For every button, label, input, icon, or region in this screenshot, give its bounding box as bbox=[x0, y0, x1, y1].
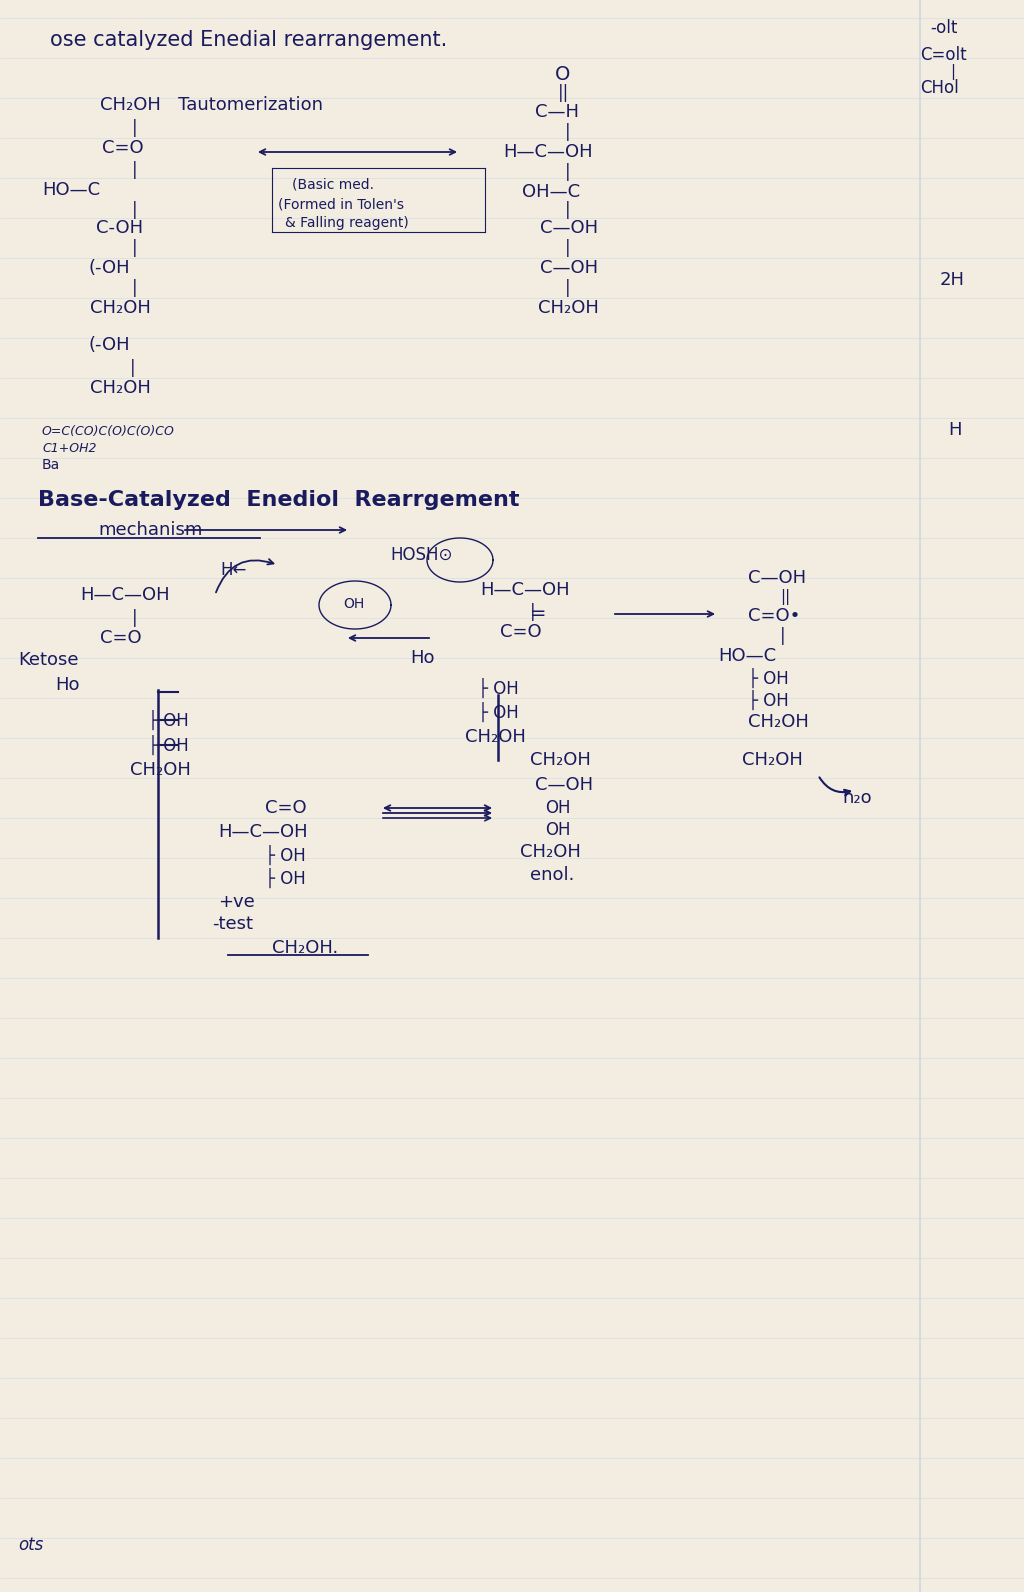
Text: O: O bbox=[555, 65, 570, 84]
Text: ots: ots bbox=[18, 1536, 43, 1554]
Text: |: | bbox=[132, 119, 137, 137]
Text: CH₂OH: CH₂OH bbox=[530, 751, 591, 769]
Text: C=O: C=O bbox=[265, 799, 306, 817]
Text: |: | bbox=[132, 610, 137, 627]
Text: CH₂OH: CH₂OH bbox=[538, 299, 599, 317]
Text: |: | bbox=[132, 201, 137, 220]
Text: C—OH: C—OH bbox=[748, 568, 806, 587]
Text: OH—C: OH—C bbox=[522, 183, 581, 201]
Text: ||: || bbox=[558, 84, 569, 102]
Text: C—OH: C—OH bbox=[540, 220, 598, 237]
Text: C—OH: C—OH bbox=[540, 259, 598, 277]
Text: 2H: 2H bbox=[940, 271, 965, 290]
Text: H—C—OH: H—C—OH bbox=[480, 581, 569, 599]
Text: ├ OH: ├ OH bbox=[748, 689, 788, 710]
Text: |: | bbox=[565, 123, 570, 142]
Text: |: | bbox=[565, 239, 570, 256]
Text: C=olt: C=olt bbox=[920, 46, 967, 64]
Text: H←: H← bbox=[220, 560, 247, 579]
Text: (-OH: (-OH bbox=[88, 336, 130, 353]
Text: |: | bbox=[132, 279, 137, 298]
Text: |: | bbox=[780, 627, 785, 645]
Text: =: = bbox=[530, 605, 547, 624]
Text: CH₂OH: CH₂OH bbox=[90, 379, 151, 396]
Text: -olt: -olt bbox=[930, 19, 957, 37]
Text: h₂o: h₂o bbox=[842, 790, 871, 807]
Text: Base-Catalyzed  Enediol  Rearrgement: Base-Catalyzed Enediol Rearrgement bbox=[38, 490, 519, 509]
Text: ├ OH: ├ OH bbox=[265, 868, 306, 888]
Text: |: | bbox=[132, 239, 137, 256]
Text: CH₂OH.: CH₂OH. bbox=[272, 939, 338, 957]
Text: (Formed in Tolen's: (Formed in Tolen's bbox=[278, 197, 404, 212]
Text: & Falling reagent): & Falling reagent) bbox=[285, 217, 409, 229]
Text: (-OH: (-OH bbox=[88, 259, 130, 277]
Text: OH: OH bbox=[343, 597, 365, 611]
Text: CH₂OH: CH₂OH bbox=[465, 728, 526, 747]
Text: ||: || bbox=[780, 589, 791, 605]
Text: ├ OH: ├ OH bbox=[748, 669, 788, 688]
Text: CH₂OH: CH₂OH bbox=[748, 713, 809, 731]
Text: CH₂OH: CH₂OH bbox=[520, 844, 581, 861]
Text: |: | bbox=[130, 360, 135, 377]
Text: (Basic med.: (Basic med. bbox=[292, 178, 374, 193]
Text: C—H: C—H bbox=[535, 103, 579, 121]
Text: HOSH⊙: HOSH⊙ bbox=[390, 546, 453, 564]
Text: H—C—OH: H—C—OH bbox=[503, 143, 593, 161]
Text: Ho: Ho bbox=[55, 677, 80, 694]
Text: CH₂OH   Tautomerization: CH₂OH Tautomerization bbox=[100, 96, 323, 115]
Text: CH₂OH: CH₂OH bbox=[130, 761, 190, 778]
Text: +ve: +ve bbox=[218, 893, 255, 911]
Text: OH: OH bbox=[545, 799, 570, 817]
Text: CH₂OH: CH₂OH bbox=[90, 299, 151, 317]
Text: ├ OH: ├ OH bbox=[478, 702, 519, 723]
Text: HO—C: HO—C bbox=[718, 646, 776, 665]
Text: C=O•: C=O• bbox=[748, 607, 801, 626]
Text: ├ OH: ├ OH bbox=[148, 736, 188, 755]
Text: ├ OH: ├ OH bbox=[148, 710, 188, 731]
Text: H—C—OH: H—C—OH bbox=[218, 823, 307, 841]
Text: HO—C: HO—C bbox=[42, 181, 100, 199]
Text: Ketose: Ketose bbox=[18, 651, 79, 669]
Text: C=O: C=O bbox=[102, 139, 143, 158]
Text: -test: -test bbox=[212, 915, 253, 933]
Text: |: | bbox=[530, 603, 536, 621]
Text: O=C(CO)C(O)C(O)CO: O=C(CO)C(O)C(O)CO bbox=[42, 425, 175, 438]
Text: ├ OH: ├ OH bbox=[265, 845, 306, 864]
Text: ├ OH: ├ OH bbox=[478, 678, 519, 699]
Text: C=O: C=O bbox=[500, 622, 542, 642]
Text: |: | bbox=[565, 162, 570, 181]
Text: C=O: C=O bbox=[100, 629, 141, 646]
Text: CH₂OH: CH₂OH bbox=[742, 751, 803, 769]
Text: enol.: enol. bbox=[530, 866, 574, 884]
Text: CHol: CHol bbox=[920, 80, 958, 97]
Text: |: | bbox=[565, 279, 570, 298]
Text: C1+OH2: C1+OH2 bbox=[42, 441, 96, 454]
Text: H—C—OH: H—C—OH bbox=[80, 586, 170, 603]
Text: |: | bbox=[132, 161, 137, 178]
Text: OH: OH bbox=[545, 821, 570, 839]
Text: ose catalyzed Enedial rearrangement.: ose catalyzed Enedial rearrangement. bbox=[50, 30, 447, 49]
Text: Ba: Ba bbox=[42, 458, 60, 471]
Text: |: | bbox=[950, 64, 955, 80]
Text: Ho: Ho bbox=[410, 650, 434, 667]
Text: C—OH: C—OH bbox=[535, 775, 593, 794]
Text: mechanism: mechanism bbox=[98, 521, 203, 540]
Text: C-OH: C-OH bbox=[96, 220, 143, 237]
Text: H: H bbox=[948, 420, 962, 439]
Text: |: | bbox=[565, 201, 570, 220]
